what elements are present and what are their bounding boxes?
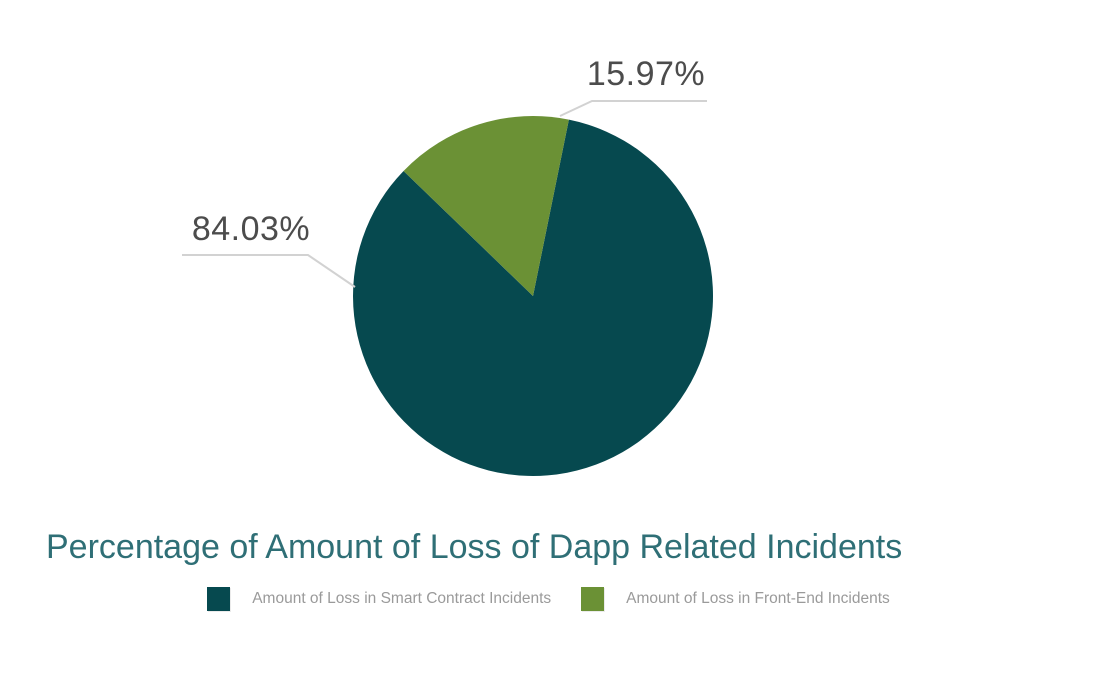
pie-slice-smart-contract[interactable] xyxy=(353,119,714,476)
legend-label-front-end: Amount of Loss in Front-End Incidents xyxy=(626,590,890,607)
legend-swatch-smart-contract-icon xyxy=(207,587,231,611)
pie-label-front-end: 15.97% xyxy=(586,55,706,93)
legend-label-smart-contract: Amount of Loss in Smart Contract Inciden… xyxy=(252,590,552,607)
legend-item-front-end[interactable]: Amount of Loss in Front-End Incidents xyxy=(581,587,890,611)
chart-title: Percentage of Amount of Loss of Dapp Rel… xyxy=(46,528,903,566)
pie-label-smart-contract: 84.03% xyxy=(191,210,311,248)
label-line-smart-contract xyxy=(182,254,356,288)
legend-item-smart-contract[interactable]: Amount of Loss in Smart Contract Inciden… xyxy=(207,587,551,611)
legend: Amount of Loss in Smart Contract Inciden… xyxy=(0,587,1097,611)
legend-swatch-front-end-icon xyxy=(581,587,605,611)
pie-slice-front-end[interactable] xyxy=(403,115,569,297)
label-line-front-end xyxy=(559,100,707,117)
